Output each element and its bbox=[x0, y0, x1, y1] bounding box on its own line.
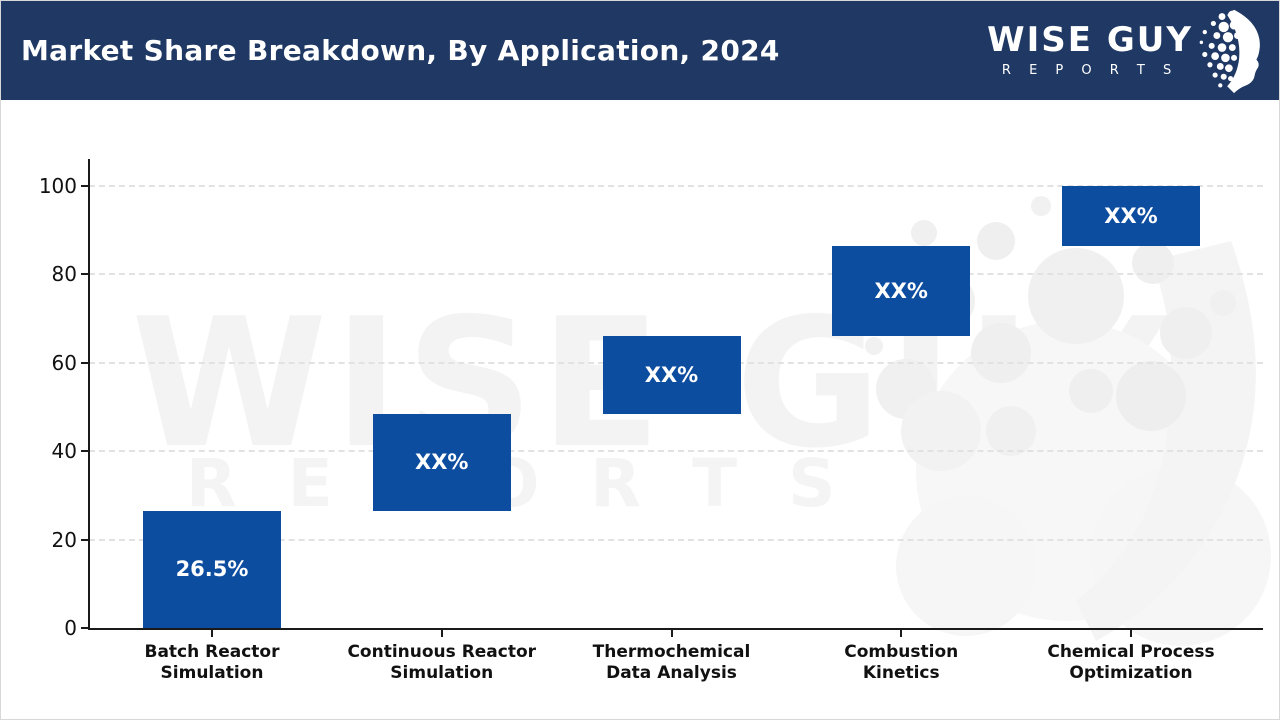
x-category-label-line: Optimization bbox=[1069, 663, 1193, 684]
bar-value-label: XX% bbox=[874, 278, 928, 303]
x-category-label: Combustion Kinetics bbox=[785, 642, 1017, 685]
gridline bbox=[89, 273, 1263, 276]
y-tick-mark bbox=[81, 273, 89, 276]
logo-wordmark: WISE GUY bbox=[987, 20, 1193, 60]
x-category-label: Continuous Reactor Simulation bbox=[326, 642, 558, 685]
bar-segment bbox=[602, 336, 741, 414]
bar-segment bbox=[1062, 186, 1200, 246]
x-category-label-line: Thermochemical bbox=[592, 642, 751, 662]
x-category-label: Thermochemical Data Analysis bbox=[556, 642, 788, 685]
x-category-label-line: Combustion bbox=[844, 642, 959, 662]
y-tick-label: 40 bbox=[51, 439, 77, 464]
x-tick-mark bbox=[670, 629, 673, 637]
wise-guy-reports-logo: WISE GUY R E P O R T S bbox=[987, 8, 1265, 94]
gridline bbox=[89, 185, 1263, 187]
bar-value-label: XX% bbox=[1104, 203, 1158, 228]
bar-value-label: XX% bbox=[415, 450, 469, 475]
x-category-label: Batch Reactor Simulation bbox=[96, 642, 328, 685]
x-tick-mark bbox=[211, 629, 213, 637]
logo-text: WISE GUY R E P O R T S bbox=[987, 23, 1193, 78]
x-category-label-line: Chemical Process bbox=[1047, 642, 1215, 662]
x-tick-mark bbox=[440, 629, 443, 637]
y-tick-mark bbox=[81, 627, 89, 629]
y-tick-mark bbox=[81, 185, 89, 187]
y-tick-mark bbox=[81, 538, 89, 541]
x-tick-mark bbox=[900, 629, 903, 637]
bar-value-label: XX% bbox=[644, 362, 699, 387]
x-category-label-line: Continuous Reactor bbox=[347, 642, 537, 662]
bar-segment bbox=[832, 245, 971, 337]
bar-value-label: 26.5% bbox=[175, 557, 249, 582]
chart-title: Market Share Breakdown, By Application, … bbox=[21, 34, 780, 67]
bar-segment bbox=[143, 510, 281, 628]
logo-subtitle: R E P O R T S bbox=[1001, 63, 1179, 78]
y-tick-label: 20 bbox=[51, 527, 77, 552]
y-tick-label: 60 bbox=[51, 350, 77, 375]
y-tick-label: 100 bbox=[38, 174, 77, 198]
bar-segment bbox=[372, 413, 511, 511]
plot-area: 0 20 40 60 80 100 26.5% XX% XX% XX% XX% Batch React… bbox=[1, 100, 1279, 719]
gridline bbox=[89, 450, 1263, 453]
y-tick-label: 0 bbox=[64, 616, 77, 640]
x-category-label-line: Simulation bbox=[160, 663, 264, 684]
y-tick-mark bbox=[81, 361, 89, 364]
x-tick-mark bbox=[1130, 629, 1132, 637]
header-bar: Market Share Breakdown, By Application, … bbox=[1, 1, 1279, 100]
x-category-label-line: Batch Reactor bbox=[144, 642, 280, 662]
x-category-label: Chemical Process Optimization bbox=[1015, 642, 1247, 685]
x-category-label-line: Data Analysis bbox=[606, 663, 737, 684]
logo-face-dots-icon bbox=[1199, 9, 1260, 93]
x-category-label-line: Simulation bbox=[390, 663, 494, 684]
x-category-label-line: Kinetics bbox=[862, 663, 940, 684]
x-axis-spine bbox=[88, 628, 1263, 630]
gridline bbox=[89, 538, 1263, 541]
y-tick-label: 80 bbox=[51, 262, 77, 287]
y-axis-spine bbox=[88, 159, 90, 630]
y-tick-mark bbox=[81, 450, 89, 453]
